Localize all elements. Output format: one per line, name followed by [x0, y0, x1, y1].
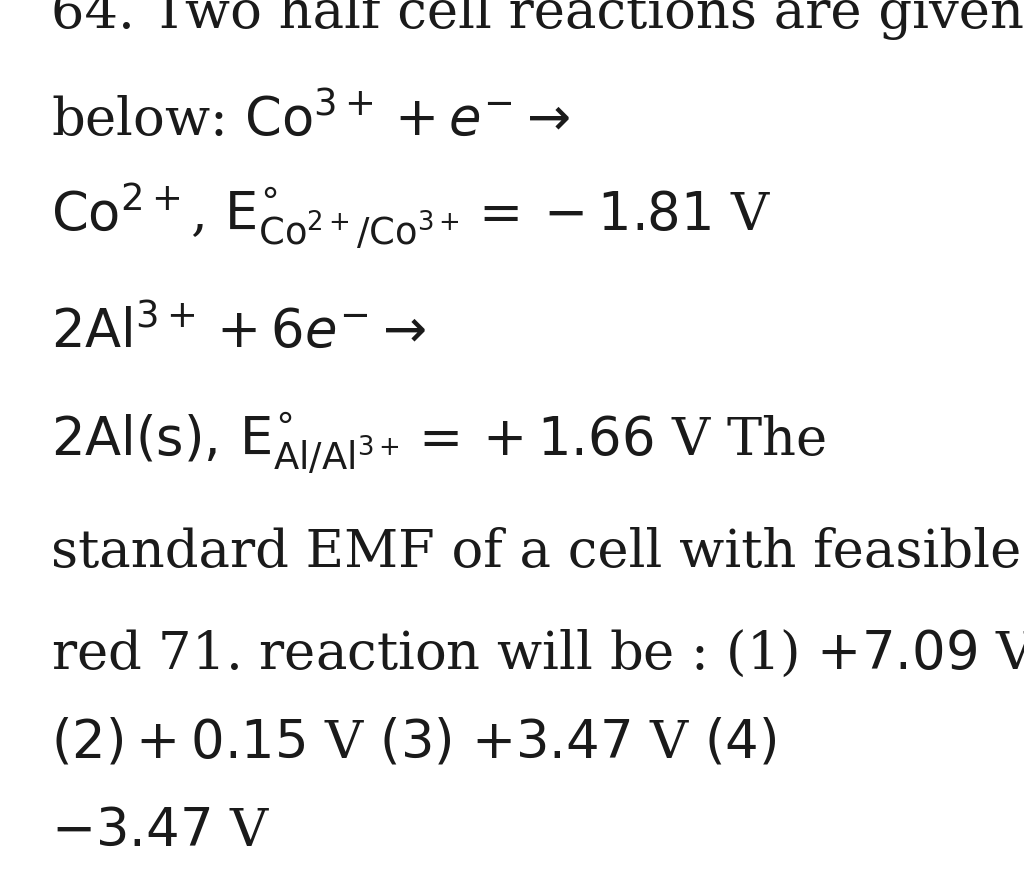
Text: $2\mathrm{Al}^{3+} + 6e^{-} \rightarrow$: $2\mathrm{Al}^{3+} + 6e^{-} \rightarrow$ [51, 306, 426, 358]
Text: red 71. reaction will be : (1) $+7.09$ V: red 71. reaction will be : (1) $+7.09$ V [51, 629, 1024, 680]
Text: below: $\mathrm{Co}^{3+} + e^{-} \rightarrow$: below: $\mathrm{Co}^{3+} + e^{-} \righta… [51, 94, 570, 146]
Text: 64. Two half cell reactions are given: 64. Two half cell reactions are given [51, 0, 1024, 40]
Text: $\mathrm{Co}^{2+}$, $\mathrm{E}^{\circ}_{\mathrm{Co}^{2+}/\mathrm{Co}^{3+}} = -1: $\mathrm{Co}^{2+}$, $\mathrm{E}^{\circ}_… [51, 180, 771, 252]
Text: $-3.47$ V: $-3.47$ V [51, 805, 270, 857]
Text: standard EMF of a cell with feasible: standard EMF of a cell with feasible [51, 527, 1022, 578]
Text: $2\mathrm{Al(s)},\, \mathrm{E}^{\circ}_{\mathrm{Al/Al}^{3+}} = +1.66$ V The: $2\mathrm{Al(s)},\, \mathrm{E}^{\circ}_{… [51, 411, 826, 477]
Text: $(2) + 0.15$ V $(3)$ $+3.47$ V $(4)$: $(2) + 0.15$ V $(3)$ $+3.47$ V $(4)$ [51, 717, 776, 768]
